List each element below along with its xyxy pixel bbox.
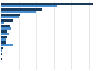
Bar <box>1 49 2 52</box>
Bar <box>1 38 6 41</box>
Bar <box>1 47 3 49</box>
Bar <box>1 41 6 44</box>
Bar <box>1 22 4 24</box>
Bar <box>1 30 7 33</box>
Bar <box>1 44 13 46</box>
Bar <box>1 27 11 30</box>
Bar <box>1 8 42 11</box>
Bar <box>1 14 20 16</box>
Bar <box>1 3 93 5</box>
Bar <box>1 36 7 38</box>
Bar <box>1 19 13 22</box>
Bar <box>1 25 10 27</box>
Bar <box>1 11 36 13</box>
Bar <box>1 33 9 35</box>
Bar <box>1 58 2 60</box>
Bar <box>1 53 2 55</box>
Bar <box>1 16 19 18</box>
Bar <box>1 5 57 7</box>
